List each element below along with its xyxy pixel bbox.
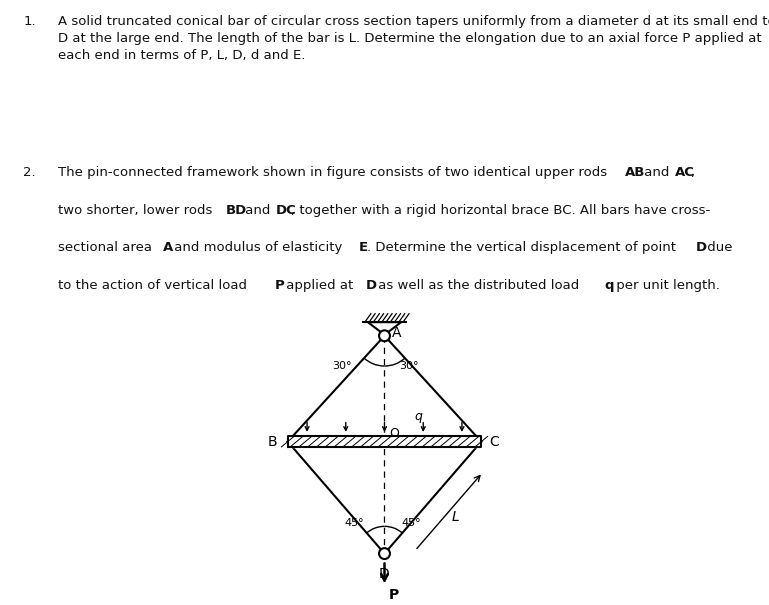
- Text: q: q: [414, 410, 423, 423]
- Text: as well as the distributed load: as well as the distributed load: [374, 279, 583, 292]
- Polygon shape: [288, 436, 481, 447]
- Text: The pin-connected framework shown in figure consists of two identical upper rods: The pin-connected framework shown in fig…: [58, 166, 611, 179]
- Text: due: due: [703, 241, 733, 254]
- Text: 30°: 30°: [399, 361, 418, 371]
- Text: D: D: [696, 241, 707, 254]
- Text: 1.: 1.: [23, 15, 35, 28]
- Text: A: A: [392, 325, 401, 340]
- Text: O: O: [389, 427, 399, 440]
- Text: A solid truncated conical bar of circular cross section tapers uniformly from a : A solid truncated conical bar of circula…: [58, 15, 769, 62]
- Text: 45°: 45°: [345, 518, 364, 528]
- Text: D: D: [366, 279, 378, 292]
- Text: q: q: [604, 279, 614, 292]
- Circle shape: [379, 548, 390, 559]
- Text: per unit length.: per unit length.: [612, 279, 720, 292]
- Text: and: and: [241, 204, 275, 217]
- Text: and: and: [640, 166, 673, 179]
- Text: two shorter, lower rods: two shorter, lower rods: [58, 204, 216, 217]
- Text: BD: BD: [225, 204, 247, 217]
- Text: E: E: [359, 241, 368, 254]
- Text: A: A: [163, 241, 173, 254]
- Text: sectional area: sectional area: [58, 241, 156, 254]
- Text: P: P: [389, 588, 399, 602]
- Text: AB: AB: [624, 166, 645, 179]
- Text: 2.: 2.: [23, 166, 35, 179]
- Text: P: P: [275, 279, 285, 292]
- Text: D: D: [379, 567, 390, 581]
- Text: . Determine the vertical displacement of point: . Determine the vertical displacement of…: [367, 241, 680, 254]
- Text: B: B: [268, 434, 277, 449]
- Text: L: L: [452, 511, 460, 525]
- Text: , together with a rigid horizontal brace BC. All bars have cross-: , together with a rigid horizontal brace…: [291, 204, 710, 217]
- Text: to the action of vertical load: to the action of vertical load: [58, 279, 251, 292]
- Text: applied at: applied at: [282, 279, 358, 292]
- Circle shape: [379, 330, 390, 341]
- Text: ,: ,: [690, 166, 694, 179]
- Text: 45°: 45°: [402, 518, 421, 528]
- Text: C: C: [489, 434, 498, 449]
- Text: 30°: 30°: [332, 361, 352, 371]
- Text: AC: AC: [674, 166, 694, 179]
- Text: and modulus of elasticity: and modulus of elasticity: [170, 241, 347, 254]
- Text: DC: DC: [275, 204, 296, 217]
